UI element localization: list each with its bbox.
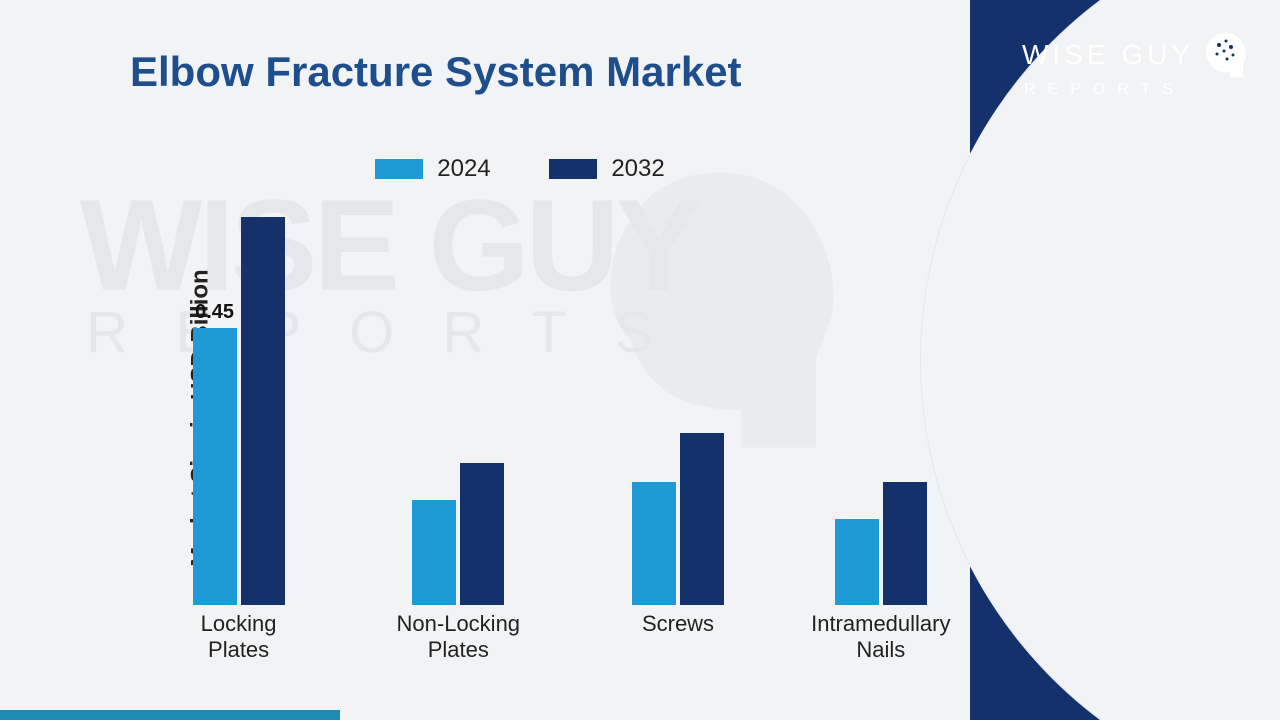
legend-item-2024: 2024 (375, 155, 490, 183)
x-axis-label: IntramedullaryNails (781, 611, 981, 664)
legend-swatch-2024 (375, 159, 423, 179)
x-axis-label: Screws (578, 611, 778, 637)
chart: Market Size in USD Billion 2024 2032 0.4… (70, 155, 970, 680)
bar (632, 482, 676, 605)
bar-group: IntramedullaryNails (835, 205, 927, 605)
bar-group: Non-LockingPlates (412, 205, 504, 605)
logo-head-icon (1200, 30, 1250, 80)
logo-line1: WISE GUY (1022, 41, 1194, 69)
bar (680, 433, 724, 605)
logo: WISE GUY REPORTS (1022, 30, 1250, 98)
legend-label-2032: 2032 (611, 155, 664, 183)
x-axis-label: Non-LockingPlates (358, 611, 558, 664)
x-axis-label: LockingPlates (139, 611, 339, 664)
bar (412, 500, 456, 605)
bottom-accent-bar (0, 710, 340, 720)
plot-area: 0.45LockingPlates Non-LockingPlates Screws… (125, 205, 970, 605)
bar (241, 217, 285, 605)
bar (460, 463, 504, 605)
logo-line2: REPORTS (1022, 82, 1250, 98)
legend-item-2032: 2032 (549, 155, 664, 183)
bar (193, 328, 237, 605)
legend-label-2024: 2024 (437, 155, 490, 183)
bar-group: 0.45LockingPlates (193, 205, 285, 605)
legend: 2024 2032 (70, 155, 970, 186)
stage: WISE GUY REPORTS Elbow Fracture System M… (0, 0, 1280, 720)
bar (883, 482, 927, 605)
bar-group: Screws (632, 205, 724, 605)
page-title: Elbow Fracture System Market (130, 48, 742, 96)
legend-swatch-2032 (549, 159, 597, 179)
bar (835, 519, 879, 605)
